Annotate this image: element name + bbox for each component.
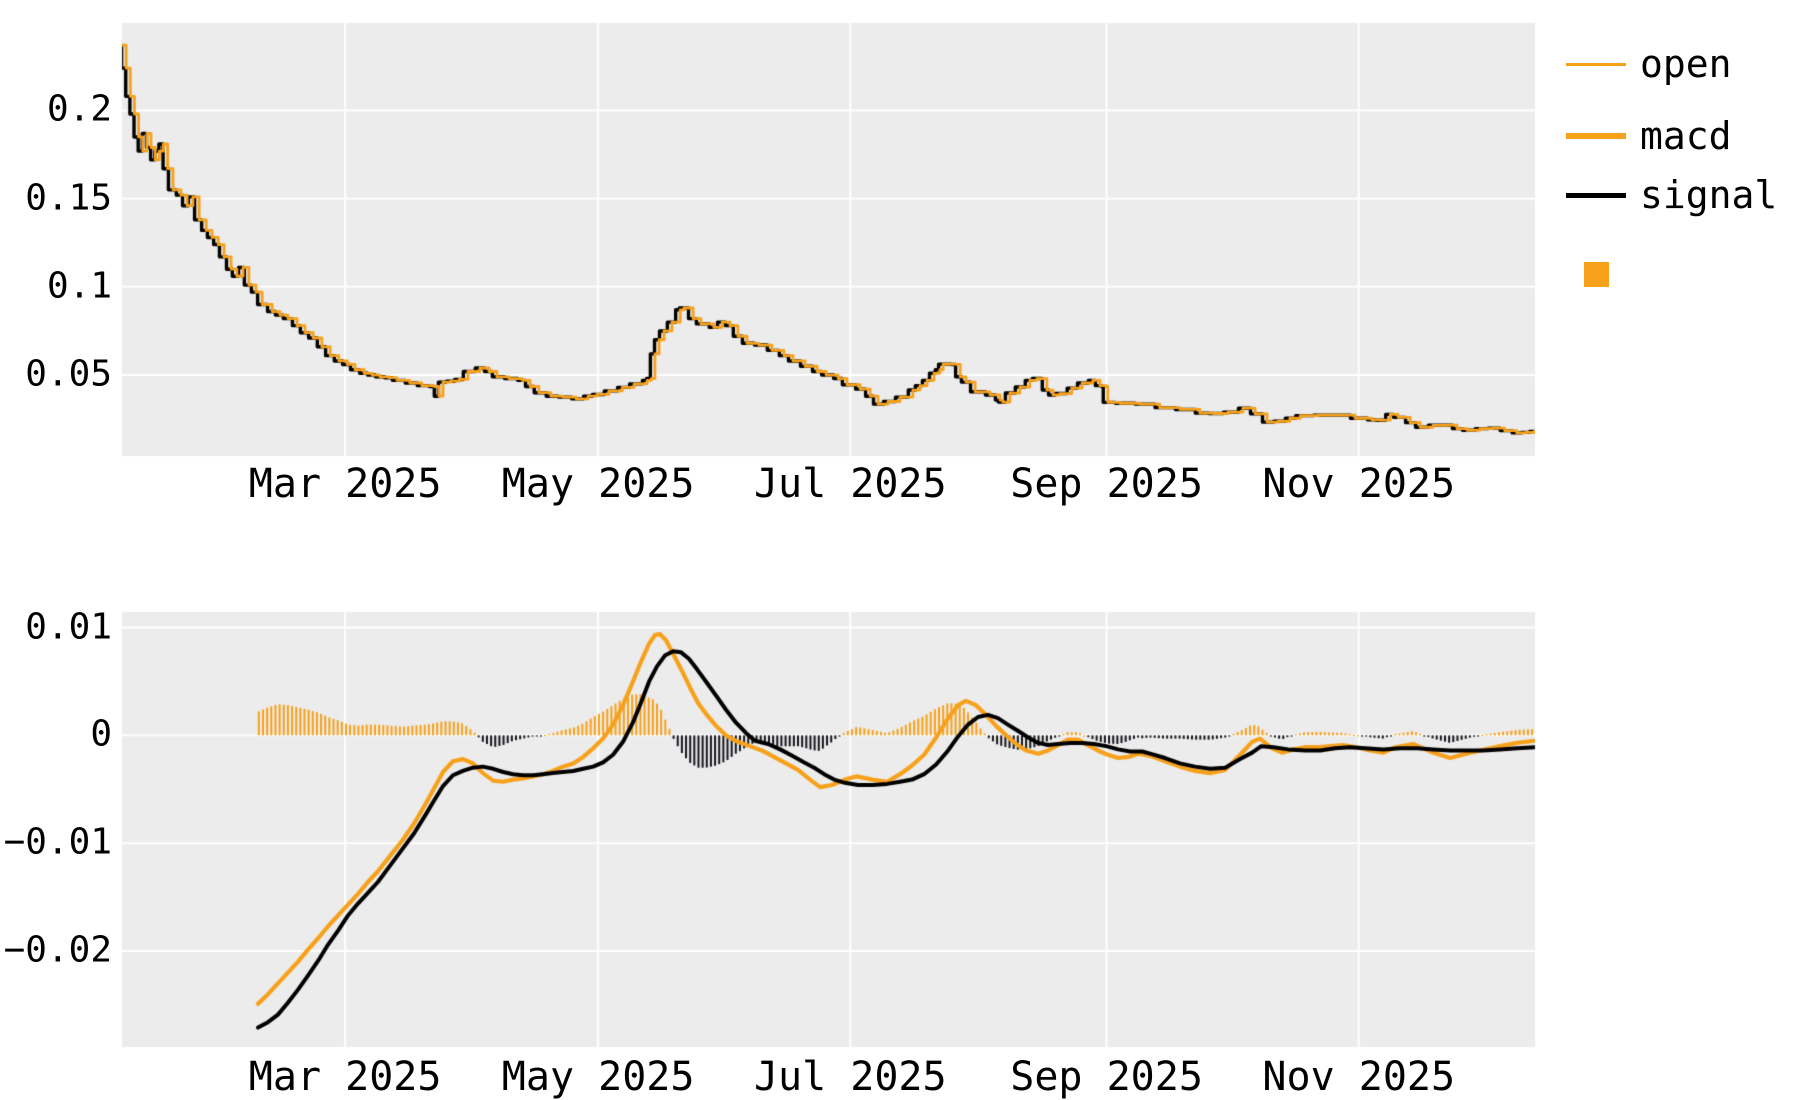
indicator-x-tick-label: Jul 2025	[753, 1054, 947, 1100]
legend-item-open: open	[1566, 42, 1732, 86]
indicator-y-tick-label: 0.01	[25, 606, 112, 648]
price-y-tick-label: 0.15	[25, 177, 112, 219]
open-line-swatch	[1566, 62, 1626, 66]
legend-label: macd	[1640, 114, 1732, 158]
price-x-tick-label: Jul 2025	[753, 461, 947, 507]
indicator-x-tick-label: Sep 2025	[1010, 1054, 1203, 1100]
price-x-tick-label: May 2025	[501, 461, 695, 507]
indicator-y-tick-label: −0.02	[3, 929, 112, 971]
legend-item-signal: signal	[1566, 173, 1777, 217]
price-x-tick-label: Sep 2025	[1010, 461, 1203, 507]
price-x-tick-label: Mar 2025	[248, 461, 442, 507]
legend-label: signal	[1640, 173, 1778, 217]
legend-label: open	[1640, 42, 1732, 86]
signal-line-swatch	[1566, 192, 1626, 198]
legend-item-histogram	[1566, 262, 1623, 287]
price-y-tick-label: 0.05	[25, 353, 112, 395]
histogram-square-swatch	[1584, 262, 1609, 287]
indicator-x-tick-label: Nov 2025	[1262, 1054, 1456, 1100]
indicator-y-tick-label: 0	[90, 714, 112, 756]
price-y-tick-label: 0.2	[46, 89, 112, 131]
price-x-tick-label: Nov 2025	[1262, 461, 1456, 507]
indicator-x-tick-label: May 2025	[501, 1054, 695, 1100]
macd-line-swatch	[1566, 133, 1626, 139]
legend-item-macd: macd	[1566, 114, 1732, 158]
indicator-y-tick-label: −0.01	[3, 821, 112, 863]
indicator-x-tick-label: Mar 2025	[248, 1054, 442, 1100]
price-y-tick-label: 0.1	[46, 265, 112, 307]
